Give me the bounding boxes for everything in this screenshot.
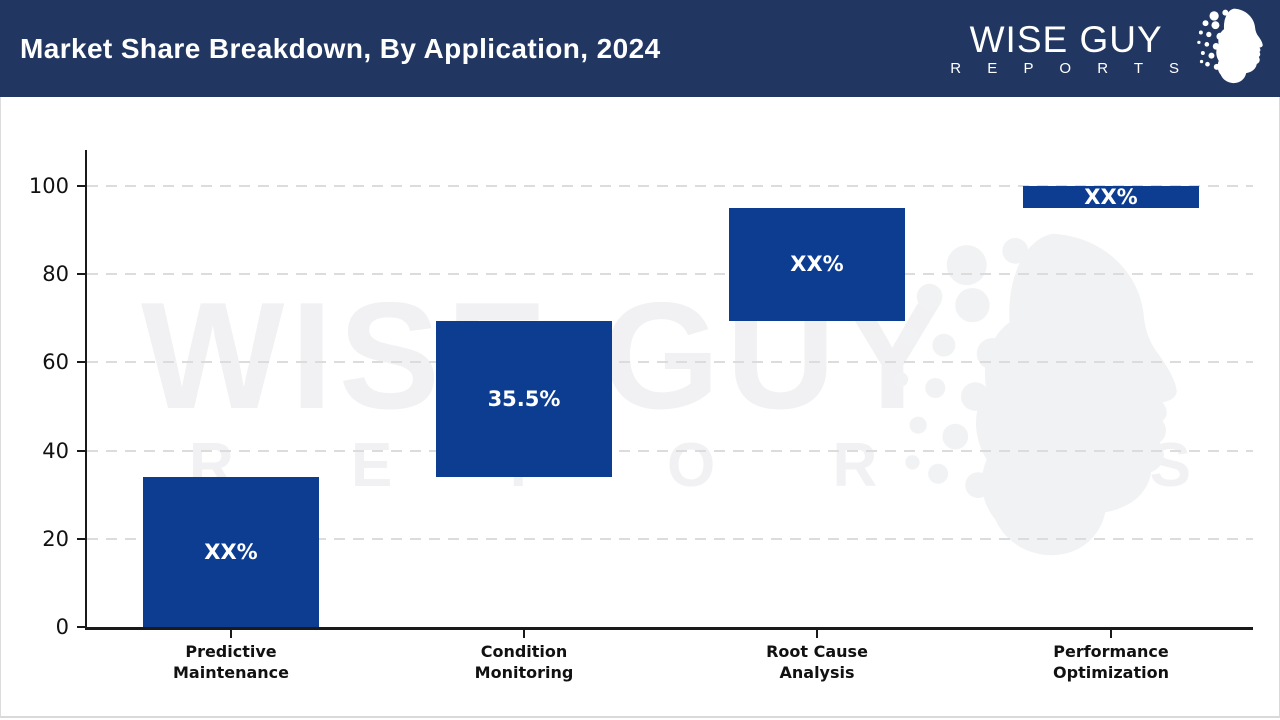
bar-value-label: XX% (1084, 185, 1138, 210)
y-axis-tick (77, 273, 85, 276)
x-axis-tick (230, 630, 232, 638)
x-axis-category-label: Root Cause Analysis (766, 642, 868, 682)
bar (729, 208, 905, 321)
y-axis-tick-label: 60 (42, 350, 69, 375)
logo-head-icon (1197, 8, 1263, 83)
logo-subtext: R E P O R T S (950, 60, 1190, 77)
x-axis-tick (523, 630, 525, 638)
gridline (87, 361, 1253, 364)
bar-value-label: 35.5% (487, 386, 561, 411)
wise-guy-logo: WISE GUY R E P O R T S (942, 6, 1280, 92)
x-axis-tick (816, 630, 818, 638)
y-axis-tick-label: 100 (28, 174, 69, 198)
y-axis-tick-label: 0 (55, 615, 69, 639)
y-axis-tick-label: 40 (42, 438, 69, 463)
bar (143, 477, 319, 627)
y-axis-tick-label: 80 (42, 262, 69, 287)
logo-wordmark: WISE GUY (969, 19, 1163, 60)
gridline (87, 537, 1253, 540)
y-axis-tick (77, 361, 85, 364)
gridline (87, 273, 1253, 276)
y-axis-line (85, 150, 87, 629)
bar-value-label: XX% (790, 252, 844, 277)
x-axis-line (85, 627, 1253, 630)
bar (436, 320, 612, 478)
bar-value-label: XX% (204, 540, 258, 565)
x-axis-tick (1110, 630, 1112, 638)
gridline (87, 185, 1253, 187)
x-axis-category-label: Predictive Maintenance (172, 642, 290, 682)
y-axis-tick-label: 20 (42, 526, 69, 551)
gridline (87, 449, 1253, 452)
page-title: Market Share Breakdown, By Application, … (20, 32, 661, 64)
x-axis-category-label: Condition Monitoring (474, 642, 574, 682)
y-axis-tick (77, 537, 85, 540)
y-axis-tick (77, 449, 85, 452)
logo-text: WISE GUY R E P O R T S (942, 21, 1190, 76)
y-axis-tick (77, 626, 85, 628)
header-band: Market Share Breakdown, By Application, … (0, 0, 1280, 97)
bar (1023, 186, 1199, 209)
y-axis-tick (77, 185, 85, 187)
x-axis-category-label: Performance Optimization (1053, 642, 1169, 682)
